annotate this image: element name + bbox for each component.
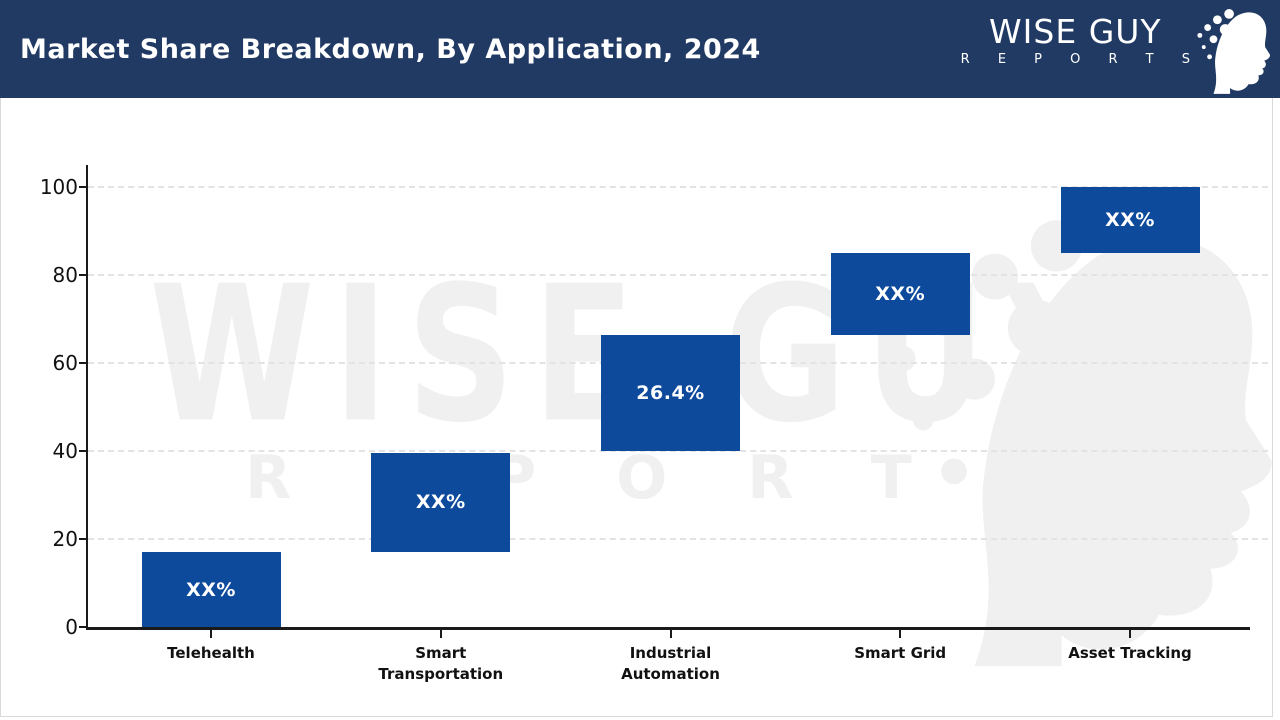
brand-logo-name: WISE GUY [989, 12, 1162, 51]
y-tick-label: 40 [52, 439, 78, 463]
x-tick-label: Asset Tracking [1068, 644, 1192, 662]
x-tick-mark [1129, 630, 1131, 638]
y-tick-label: 80 [52, 263, 78, 287]
x-tick-mark [439, 630, 442, 638]
y-tick-mark [79, 538, 87, 540]
gridline [88, 450, 1268, 452]
bar: XX% [830, 253, 970, 335]
brand-logo-subname: R E P O R T S [960, 52, 1202, 67]
page-title: Market Share Breakdown, By Application, … [20, 33, 761, 65]
bar-value-label: XX% [1105, 209, 1155, 231]
bar: XX% [371, 452, 511, 553]
y-tick-mark [79, 450, 87, 452]
x-tick-mark [210, 630, 212, 638]
bar-value-label: 26.4% [636, 381, 705, 404]
bar-value-label: XX% [415, 491, 466, 514]
y-tick-label: 0 [65, 615, 78, 639]
x-tick-label: Telehealth [167, 644, 255, 662]
gridline [88, 538, 1268, 540]
y-tick-mark [79, 274, 87, 276]
x-tick-mark [669, 630, 672, 638]
y-tick-mark [79, 362, 87, 364]
y-tick-label: 100 [39, 175, 78, 199]
y-tick-mark [79, 186, 87, 188]
x-tick-label: Smart Grid [854, 644, 947, 662]
bar: XX% [141, 552, 281, 627]
gridline [88, 186, 1268, 188]
x-tick-mark [899, 630, 902, 638]
y-axis-line [86, 165, 88, 630]
y-tick-label: 60 [52, 351, 78, 375]
bar-value-label: XX% [875, 282, 926, 305]
gridline [88, 274, 1268, 276]
x-tick-label: Industrial Automation [621, 644, 720, 683]
y-tick-mark [79, 626, 87, 628]
bar: 26.4% [601, 334, 740, 451]
bar: XX% [1060, 187, 1200, 253]
brand-head-icon [1197, 9, 1271, 94]
brand-logo: WISE GUY R E P O R T S [949, 12, 1202, 68]
y-tick-label: 20 [52, 527, 78, 551]
x-tick-label: Smart Transportation [378, 644, 504, 683]
header-bar: Market Share Breakdown, By Application, … [0, 0, 1280, 98]
x-axis-line [86, 627, 1250, 630]
bar-value-label: XX% [186, 578, 236, 601]
